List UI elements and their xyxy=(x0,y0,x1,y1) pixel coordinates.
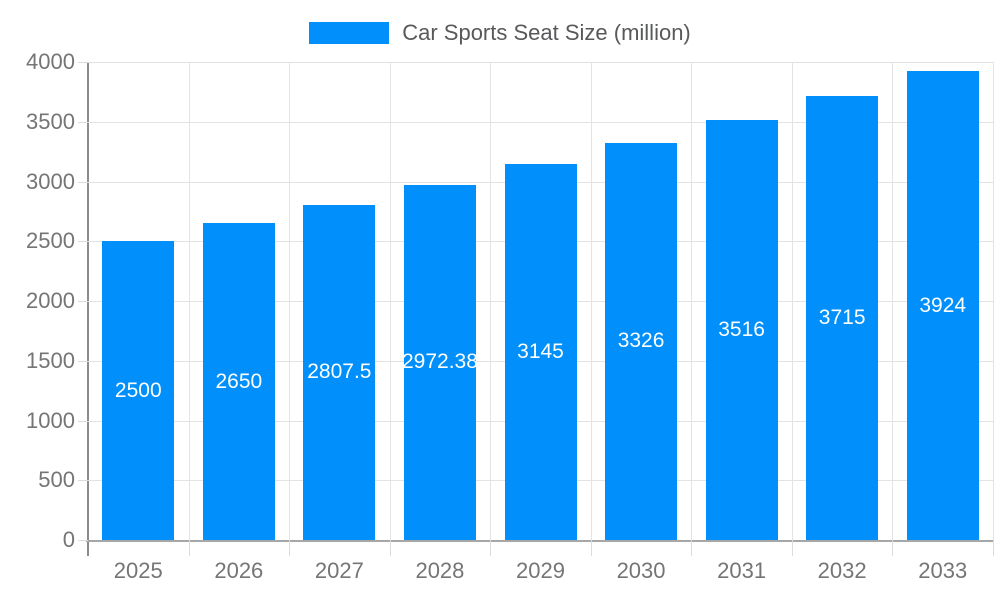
bar[interactable] xyxy=(303,204,376,540)
x-gridline xyxy=(389,62,391,540)
y-tick-label: 4000 xyxy=(26,49,75,74)
x-gridline xyxy=(993,62,994,540)
x-gridline xyxy=(691,62,693,540)
y-tick-label: 2500 xyxy=(26,228,75,254)
y-tick-label: 500 xyxy=(38,467,75,493)
y-tick-mark xyxy=(78,360,88,362)
y-tick-mark xyxy=(78,181,88,183)
x-gridline xyxy=(791,62,793,540)
x-tick-mark xyxy=(791,540,793,556)
legend-swatch-icon xyxy=(309,22,390,44)
x-tick-label: 2025 xyxy=(113,558,163,583)
legend-item[interactable]: Car Sports Seat Size (million) xyxy=(0,22,1000,44)
x-tick-mark xyxy=(590,540,592,556)
x-tick-label: 2026 xyxy=(214,558,264,583)
x-tick-mark xyxy=(389,540,391,556)
x-tick-label: 2033 xyxy=(918,558,968,583)
x-tick-label: 2031 xyxy=(717,558,767,583)
x-tick-mark xyxy=(993,540,994,556)
y-gridline xyxy=(88,62,993,63)
y-gridline xyxy=(88,121,993,123)
bar[interactable] xyxy=(806,96,879,540)
y-tick-mark xyxy=(78,301,88,302)
bar[interactable] xyxy=(605,142,678,540)
x-gridline xyxy=(892,62,894,540)
x-gridline xyxy=(590,62,592,540)
plot-area: 0 500 1000 1500 2000 2500 3000 3500 4000 2500 2025… xyxy=(26,49,994,583)
bar[interactable] xyxy=(202,223,275,540)
x-tick-mark xyxy=(892,540,894,556)
y-tick-label: 1000 xyxy=(26,407,75,433)
x-tick-label: 2028 xyxy=(415,558,465,583)
y-tick-label: 3000 xyxy=(26,168,75,194)
bar[interactable] xyxy=(102,241,175,540)
x-gridline xyxy=(289,62,291,540)
x-tick-label: 2027 xyxy=(314,558,364,583)
y-tick-label: 0 xyxy=(62,527,75,552)
x-gridline xyxy=(490,62,492,540)
y-tick-mark xyxy=(78,480,88,482)
x-tick-mark xyxy=(188,540,190,556)
y-tick-label: 3500 xyxy=(26,108,75,134)
x-tick-mark xyxy=(691,540,693,556)
x-axis-line xyxy=(86,540,993,542)
bar[interactable] xyxy=(705,119,778,540)
bar[interactable] xyxy=(403,184,476,540)
y-tick-mark xyxy=(78,540,88,541)
y-axis-line xyxy=(87,62,89,556)
x-tick-mark xyxy=(490,540,492,556)
x-tick-label: 2032 xyxy=(817,558,867,583)
y-tick-label: 1500 xyxy=(26,347,75,373)
y-tick-mark xyxy=(78,241,88,243)
bar[interactable] xyxy=(906,71,979,540)
y-tick-mark xyxy=(78,121,88,123)
x-tick-mark xyxy=(289,540,291,556)
x-tick-label: 2029 xyxy=(516,558,565,583)
x-tick-label: 2030 xyxy=(616,558,666,583)
legend-label: Car Sports Seat Size (million) xyxy=(402,20,691,45)
bar[interactable] xyxy=(504,164,577,540)
x-gridline xyxy=(188,62,190,540)
y-tick-label: 2000 xyxy=(26,288,75,313)
y-tick-mark xyxy=(78,420,88,422)
y-tick-mark xyxy=(78,62,88,63)
